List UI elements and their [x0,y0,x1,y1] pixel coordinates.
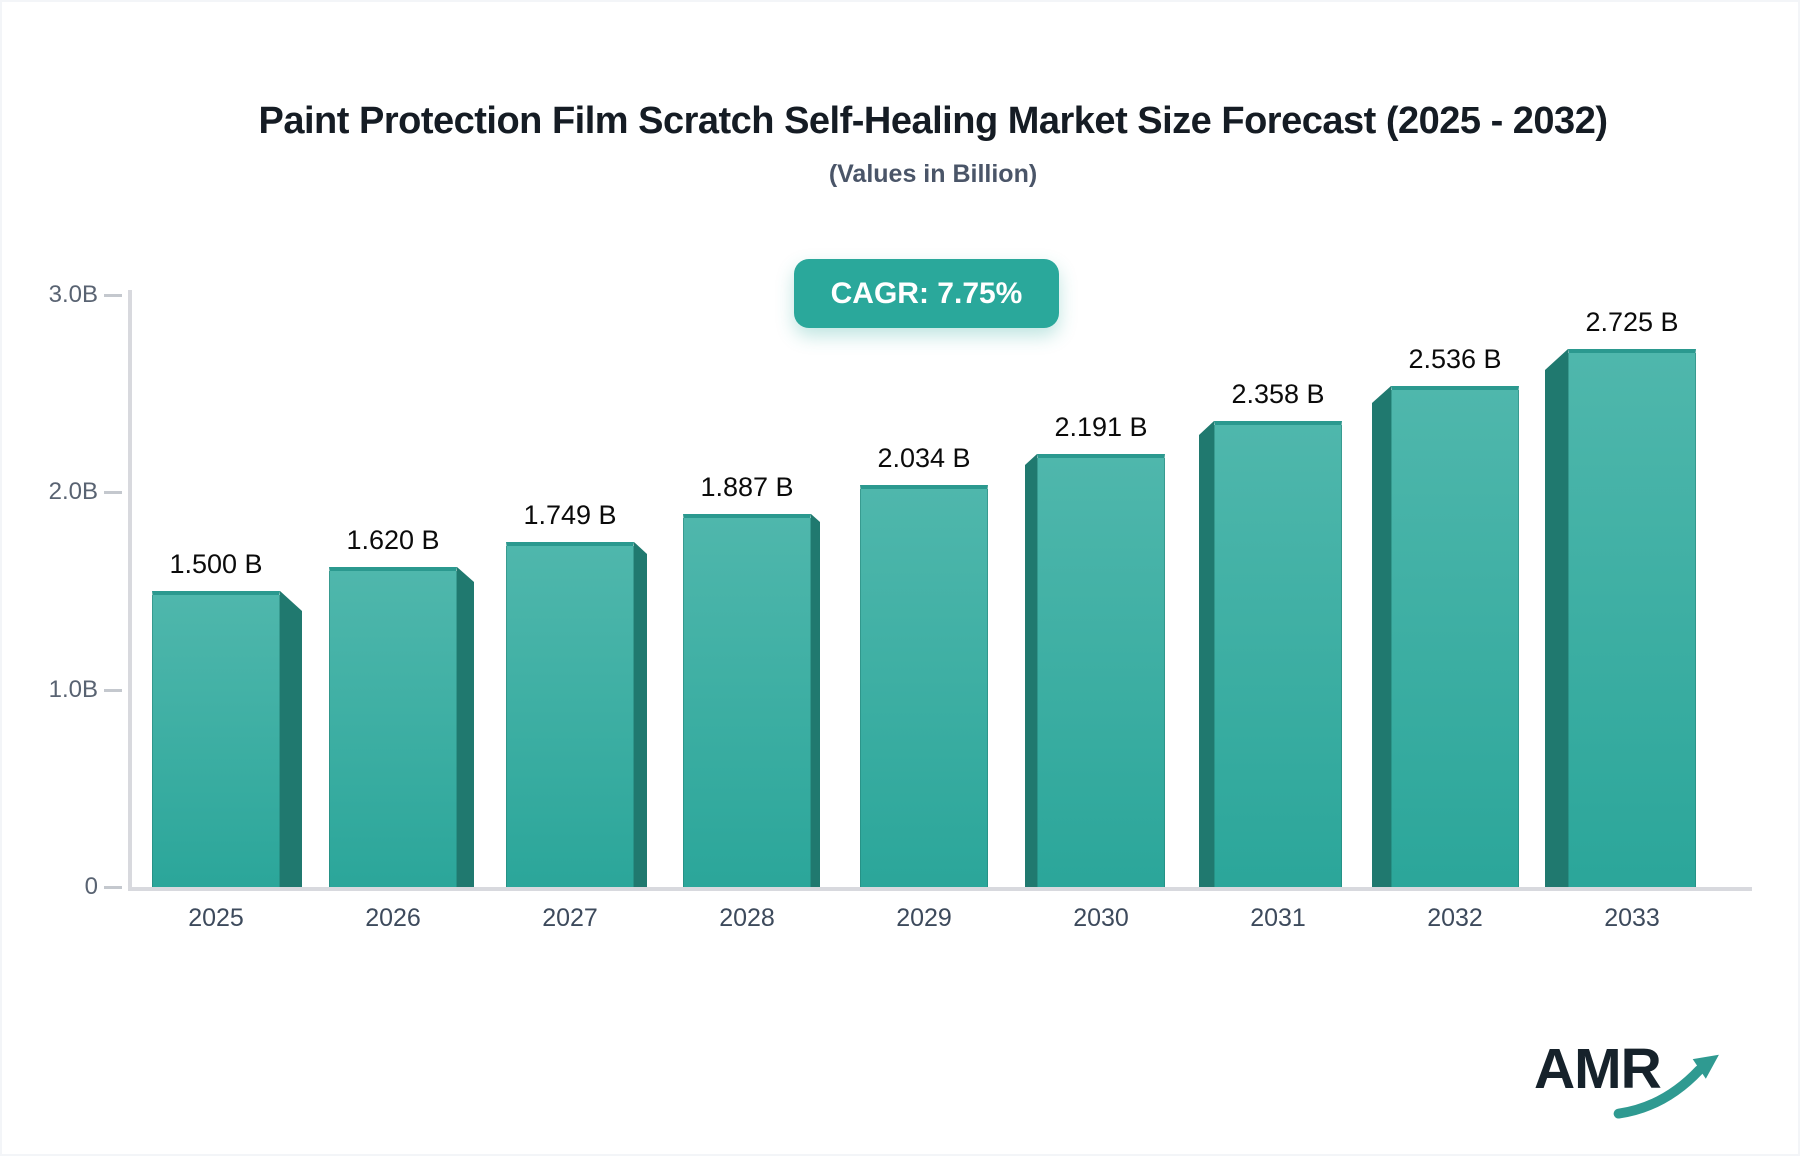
x-axis-category-label: 2026 [365,904,421,932]
x-axis-category-label: 2028 [719,904,775,932]
amr-logo-text: AMR [1534,1037,1662,1101]
x-axis-category-label: 2032 [1427,904,1483,932]
bar-3d-side [280,591,302,887]
bar-value-label: 2.034 B [877,443,971,473]
bar-value-label: 1.749 B [523,500,617,530]
bar-3d-side [1025,454,1037,887]
x-axis-category-label: 2031 [1250,904,1306,932]
bar-3d-side [811,514,820,887]
y-axis-line [128,290,132,891]
bar-value-label: 2.536 B [1408,344,1502,374]
bar-2027 [506,542,634,887]
cagr-badge: CAGR: 7.75% [794,259,1059,328]
growth-arrow-icon [1613,1054,1719,1119]
x-axis-category-label: 2029 [896,904,952,932]
y-axis-tick-label: 1.0B [48,675,98,703]
bar-3d-side [1545,349,1568,887]
bar-3d-side [457,567,474,887]
amr-logo: AMR [1534,1038,1734,1128]
y-axis-tick-mark [104,293,122,297]
bar-3d-side [1199,421,1214,887]
x-axis-category-label: 2030 [1073,904,1129,932]
bar-2026 [329,567,457,887]
bar-value-label: 2.725 B [1585,307,1679,337]
bar-value-label: 1.887 B [700,472,794,502]
bar-2031 [1214,421,1342,887]
y-axis-tick-label: 3.0B [48,280,98,308]
y-axis-tick-label: 0 [84,873,98,900]
x-axis-category-label: 2025 [188,904,244,932]
chart-subtitle: (Values in Billion) [828,160,1038,188]
x-axis-category-label: 2033 [1604,904,1660,932]
bar-value-label: 1.620 B [346,525,440,555]
bar-2028 [683,514,811,887]
chart-title: Paint Protection Film Scratch Self-Heali… [258,100,1608,142]
bar-2033 [1568,349,1696,887]
bar-value-label: 1.500 B [169,549,263,579]
bar-value-label: 2.191 B [1054,412,1148,442]
bar-2029 [860,485,988,887]
x-axis-baseline [128,887,1752,891]
bar-3d-side [634,542,647,887]
bar-value-label: 2.358 B [1231,379,1325,409]
cagr-badge-label: CAGR: 7.75% [830,276,1023,310]
y-axis-tick-mark [104,886,122,889]
x-axis-category-label: 2027 [542,904,598,932]
y-axis-tick-mark [104,688,122,692]
y-axis-tick-label: 2.0B [48,478,98,505]
bar-2025 [152,591,280,887]
bar-2030 [1037,454,1165,887]
bar-3d-side [1372,386,1391,887]
bar-2032 [1391,386,1519,887]
y-axis-tick-mark [104,491,122,494]
